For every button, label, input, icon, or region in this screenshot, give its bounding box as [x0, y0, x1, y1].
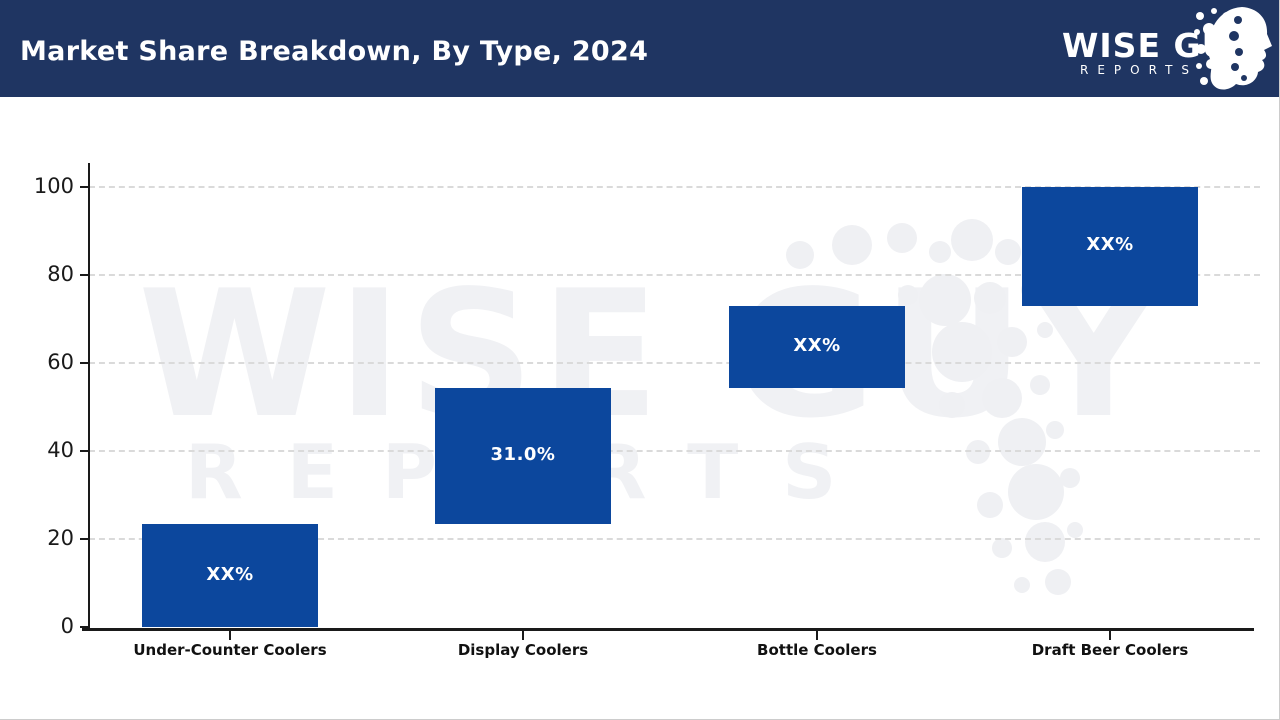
- brand-logo: WISE GUY REPORTS: [1022, 0, 1272, 97]
- y-tick-mark: [80, 274, 88, 276]
- x-category-label-draft-beer-coolers: Draft Beer Coolers: [1031, 641, 1189, 659]
- x-tick-mark: [816, 631, 818, 640]
- y-tick-mark: [80, 186, 88, 188]
- x-category-label-display-coolers: Display Coolers: [457, 641, 589, 659]
- y-tick-label-0: 0: [60, 614, 74, 638]
- brand-logo-subtitle: REPORTS: [1080, 63, 1199, 77]
- gridline-y-80: [89, 274, 1260, 276]
- gridline-y-40: [89, 450, 1260, 452]
- y-axis-line: [88, 163, 90, 630]
- y-tick-label-60: 60: [47, 350, 74, 374]
- bar-under-counter-coolers: XX%: [142, 524, 318, 627]
- bar-value-label-bottle-coolers: XX%: [793, 334, 841, 356]
- bar-draft-beer-coolers: XX%: [1022, 187, 1198, 306]
- y-tick-mark: [80, 450, 88, 452]
- bar-value-label-display-coolers: 31.0%: [490, 444, 556, 466]
- y-tick-label-80: 80: [47, 262, 74, 286]
- x-category-label-under-counter-coolers: Under-Counter Coolers: [133, 641, 327, 659]
- bar-display-coolers: 31.0%: [435, 388, 611, 525]
- bar-bottle-coolers: XX%: [729, 305, 905, 389]
- brand-logo-face-icon: [1194, 7, 1272, 90]
- bar-value-label-under-counter-coolers: XX%: [206, 563, 254, 585]
- gridline-y-60: [89, 362, 1260, 364]
- y-tick-mark: [80, 538, 88, 540]
- x-axis-line: [82, 628, 1254, 631]
- header-banner: Market Share Breakdown, By Type, 2024 WI…: [0, 0, 1279, 97]
- gridline-y-20: [89, 538, 1260, 540]
- y-tick-label-40: 40: [47, 438, 74, 462]
- gridline-y-100: [89, 186, 1260, 188]
- x-tick-mark: [229, 631, 231, 640]
- y-tick-mark: [80, 626, 88, 628]
- chart-title: Market Share Breakdown, By Type, 2024: [20, 36, 649, 67]
- x-tick-mark: [1109, 631, 1111, 640]
- x-category-label-bottle-coolers: Bottle Coolers: [757, 641, 877, 659]
- y-tick-label-100: 100: [33, 174, 74, 198]
- bar-value-label-draft-beer-coolers: XX%: [1086, 234, 1134, 256]
- y-tick-label-20: 20: [47, 526, 74, 550]
- y-tick-mark: [80, 362, 88, 364]
- x-tick-mark: [522, 631, 524, 640]
